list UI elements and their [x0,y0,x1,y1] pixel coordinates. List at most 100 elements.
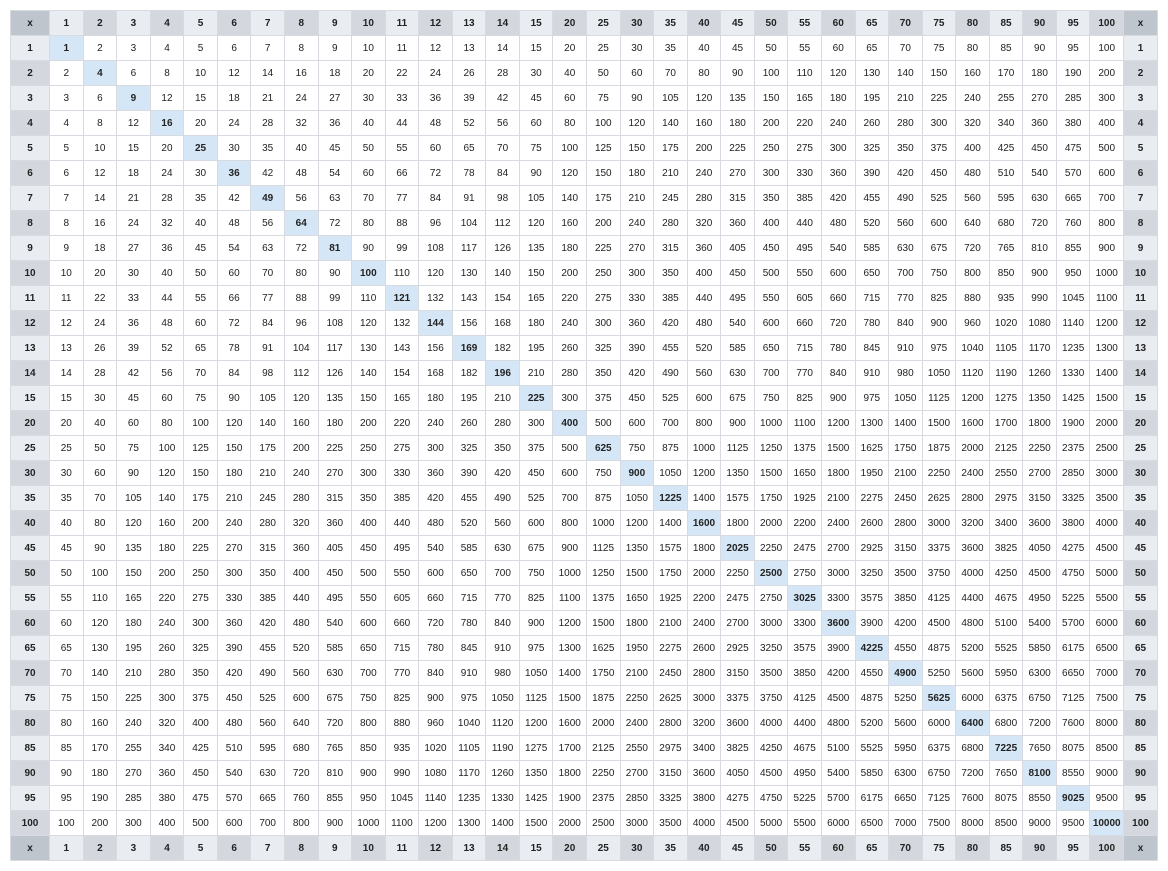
data-cell: 75 [50,686,84,711]
data-cell: 160 [687,111,721,136]
row-header: 1 [11,36,50,61]
data-cell: 1050 [486,686,520,711]
row-header: 10 [1124,261,1158,286]
data-cell: 90 [318,261,352,286]
data-cell: 1800 [553,761,587,786]
data-cell: 1170 [452,761,486,786]
data-cell: 9000 [1090,761,1124,786]
data-cell: 2125 [989,436,1023,461]
data-cell: 405 [721,236,755,261]
data-cell: 2700 [1023,461,1057,486]
data-cell: 1100 [385,811,419,836]
data-cell: 1050 [889,386,923,411]
data-cell: 2400 [821,511,855,536]
data-cell: 175 [251,436,285,461]
data-cell: 7200 [1023,711,1057,736]
data-cell: 5 [184,36,218,61]
data-cell: 28 [150,186,184,211]
data-cell: 1000 [352,811,386,836]
data-cell: 63 [251,236,285,261]
data-cell: 3300 [788,611,822,636]
data-cell: 70 [50,661,84,686]
data-cell: 1190 [486,736,520,761]
data-cell: 30 [519,61,553,86]
data-cell: 80 [284,261,318,286]
data-cell: 12 [419,36,453,61]
data-cell: 600 [754,311,788,336]
data-cell: 350 [754,186,788,211]
row-header: 65 [11,636,50,661]
data-cell: 126 [318,361,352,386]
data-cell: 80 [687,61,721,86]
data-cell: 170 [83,736,117,761]
data-cell: 650 [352,636,386,661]
data-cell: 1600 [553,711,587,736]
data-cell: 42 [117,361,151,386]
col-header: 20 [553,11,587,36]
data-cell: 2975 [989,486,1023,511]
data-cell: 35 [654,36,688,61]
data-cell: 36 [419,86,453,111]
data-cell: 11 [50,286,84,311]
data-cell: 12 [150,86,184,111]
data-cell: 420 [251,611,285,636]
row-header: 95 [11,786,50,811]
col-header: 90 [1023,836,1057,861]
data-cell: 825 [922,286,956,311]
data-cell: 56 [486,111,520,136]
data-cell: 315 [318,486,352,511]
row-header: 11 [1124,286,1158,311]
data-cell: 2800 [889,511,923,536]
data-cell: 450 [352,536,386,561]
data-cell: 90 [620,86,654,111]
data-cell: 6375 [989,686,1023,711]
col-header: 75 [922,836,956,861]
data-cell: 2700 [821,536,855,561]
data-cell: 150 [217,436,251,461]
data-cell: 3600 [687,761,721,786]
data-cell: 2750 [754,586,788,611]
data-cell: 60 [184,311,218,336]
row-header: 3 [11,86,50,111]
data-cell: 240 [217,511,251,536]
data-cell: 1020 [989,311,1023,336]
data-cell: 300 [519,411,553,436]
data-cell: 120 [83,611,117,636]
data-cell: 475 [184,786,218,811]
data-cell: 540 [721,311,755,336]
data-cell: 1375 [788,436,822,461]
data-cell: 780 [452,611,486,636]
data-cell: 3800 [1056,511,1090,536]
data-cell: 95 [50,786,84,811]
data-cell: 900 [1090,236,1124,261]
data-cell: 7600 [1056,711,1090,736]
data-cell: 24 [117,211,151,236]
data-cell: 3375 [721,686,755,711]
data-cell: 4750 [754,786,788,811]
data-cell: 375 [184,686,218,711]
data-cell: 175 [184,486,218,511]
data-cell: 210 [117,661,151,686]
data-cell: 180 [721,111,755,136]
data-cell: 240 [117,711,151,736]
data-cell: 220 [150,586,184,611]
data-cell: 70 [251,261,285,286]
data-cell: 60 [553,86,587,111]
data-cell: 1500 [519,811,553,836]
data-cell: 1200 [419,811,453,836]
data-cell: 200 [1090,61,1124,86]
data-cell: 330 [788,161,822,186]
table-row: 8585170255340425510595680765850935102011… [11,736,1158,761]
data-cell: 640 [284,711,318,736]
data-cell: 275 [788,136,822,161]
row-header: 20 [11,411,50,436]
data-cell: 35 [184,186,218,211]
data-cell: 4275 [721,786,755,811]
data-cell: 420 [654,311,688,336]
diagonal-cell: 4225 [855,636,889,661]
data-cell: 325 [452,436,486,461]
data-cell: 315 [251,536,285,561]
data-cell: 168 [486,311,520,336]
col-header: 11 [385,11,419,36]
data-cell: 1050 [922,361,956,386]
